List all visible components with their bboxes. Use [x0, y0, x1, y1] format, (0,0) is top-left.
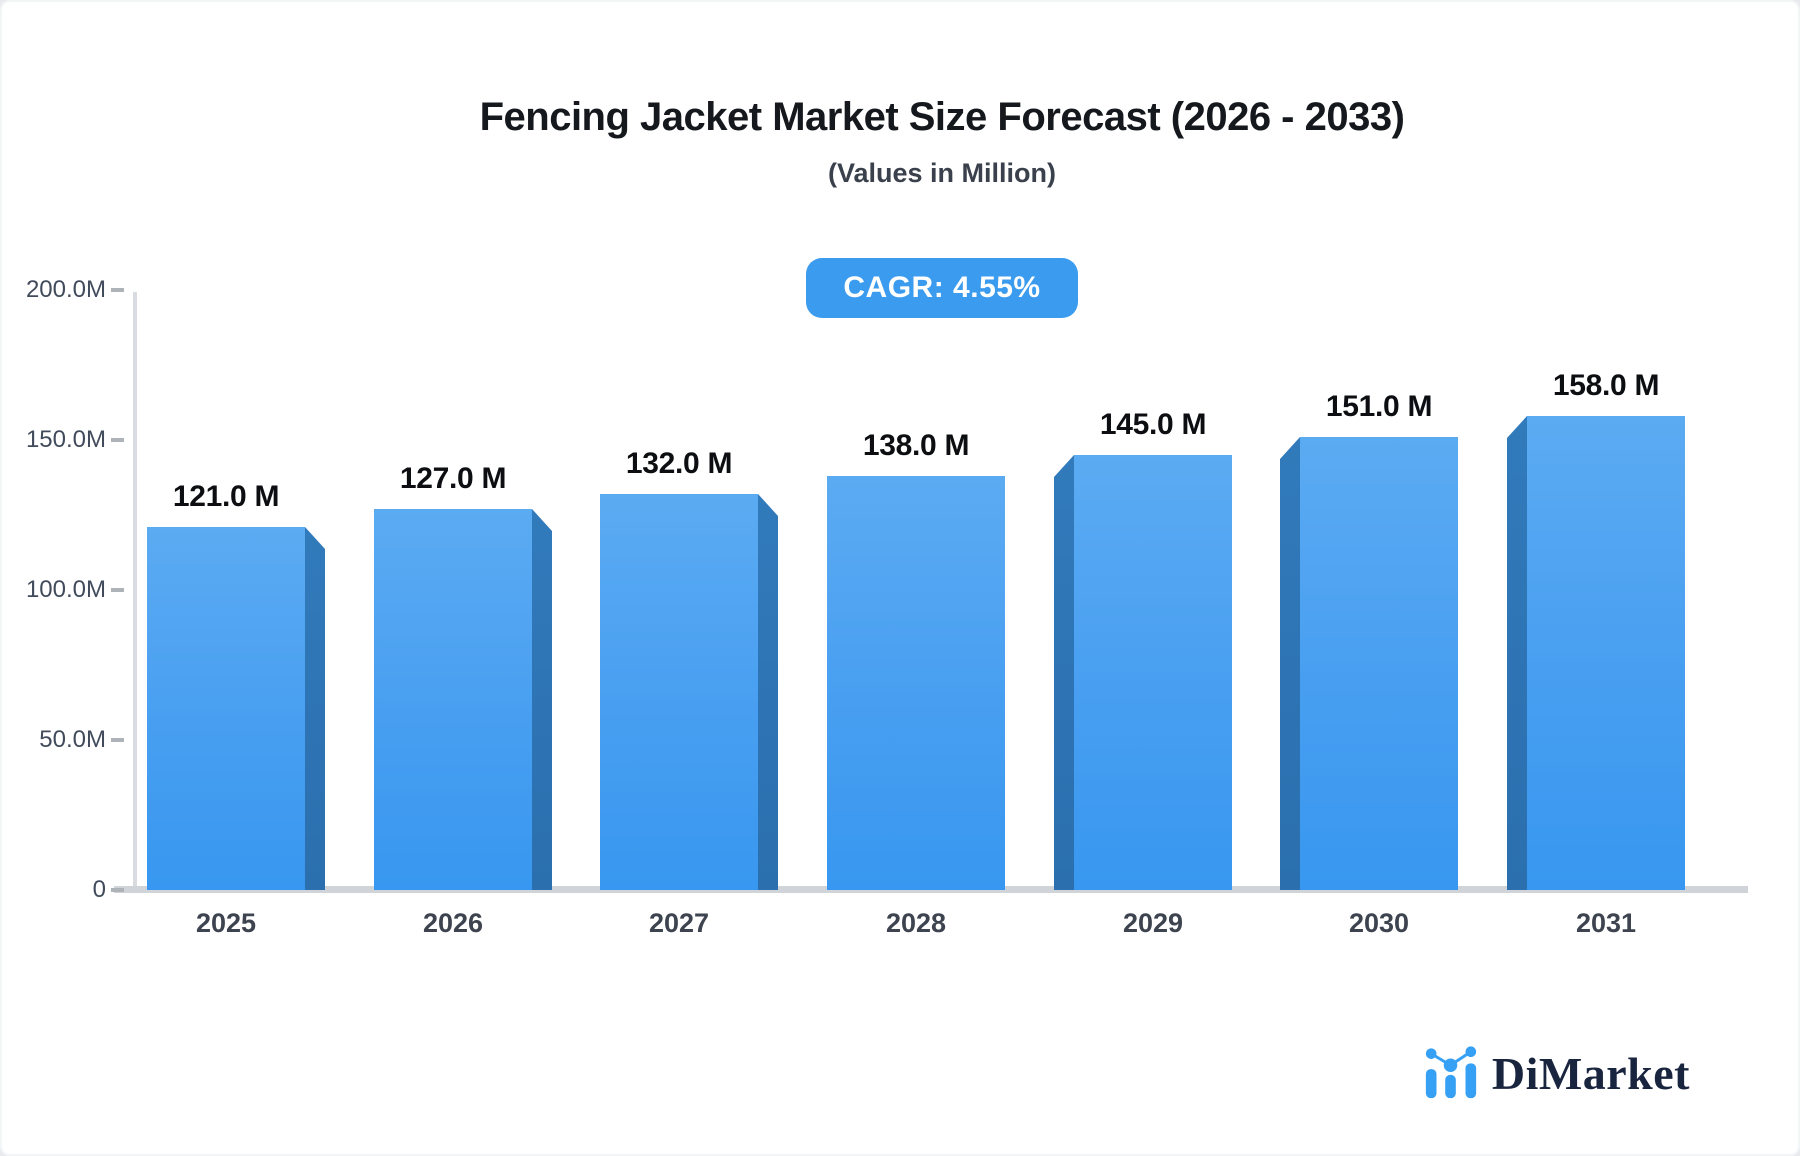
y-axis-tick: [111, 288, 124, 292]
page-subtitle: (Values in Million): [827, 158, 1057, 188]
y-axis-label: 150.0M: [25, 426, 106, 453]
x-axis-label: 2027: [648, 908, 710, 938]
brand-logo: DiMarket: [1422, 1044, 1690, 1102]
x-axis-label: 2030: [1348, 908, 1410, 938]
bar-value-label: 145.0 M: [1099, 408, 1207, 441]
bar-value-label: 151.0 M: [1325, 390, 1433, 423]
bar-face: [1527, 416, 1685, 890]
bar-face: [374, 509, 532, 890]
bar-value-label: 158.0 M: [1552, 369, 1660, 402]
bar[interactable]: [1507, 416, 1685, 890]
chart-header: Fencing Jacket Market Size Forecast (202…: [137, 94, 1747, 189]
bar-side: [1507, 416, 1527, 890]
page-title: Fencing Jacket Market Size Forecast (202…: [479, 95, 1405, 139]
y-axis-tick: [111, 588, 124, 592]
bar-value-label: 127.0 M: [399, 462, 507, 495]
brand-logo-text: DiMarket: [1491, 1047, 1690, 1099]
x-axis-label: 2031: [1575, 908, 1637, 938]
bar-side: [758, 494, 778, 890]
bar-chart-logo-icon: [1425, 1046, 1476, 1099]
badge-row: CAGR: 4.55%: [137, 258, 1747, 318]
bar-face: [600, 494, 758, 890]
bar[interactable]: [1280, 437, 1458, 890]
bar-value-label: 138.0 M: [862, 429, 970, 462]
y-axis-label: 200.0M: [25, 276, 106, 303]
bar-face: [147, 527, 305, 890]
bar-value-label: 132.0 M: [625, 447, 733, 480]
x-axis-label: 2026: [422, 908, 484, 938]
y-axis-tick: [111, 438, 124, 442]
bar[interactable]: [827, 476, 1005, 890]
bar-face: [827, 476, 1005, 890]
y-axis-label: 50.0M: [39, 726, 106, 753]
y-axis-tick: [111, 738, 124, 742]
y-axis-label: 0: [92, 876, 106, 903]
y-axis-tick: [111, 888, 124, 892]
y-axis-label: 100.0M: [25, 576, 106, 603]
x-axis-label: 2028: [885, 908, 947, 938]
bar[interactable]: [147, 527, 325, 890]
bar-value-label: 121.0 M: [172, 480, 280, 513]
x-axis-label: 2025: [195, 908, 257, 938]
bar-face: [1074, 455, 1232, 890]
bar-side: [1280, 437, 1300, 890]
bar[interactable]: [600, 494, 778, 890]
bar[interactable]: [1054, 455, 1232, 890]
cagr-badge: CAGR: 4.55%: [806, 258, 1078, 318]
bar-side: [305, 527, 325, 890]
y-axis-line: [133, 292, 137, 890]
bar-side: [1054, 455, 1074, 890]
bar-face: [1300, 437, 1458, 890]
x-axis-label: 2029: [1122, 908, 1184, 938]
bar-side: [532, 509, 552, 890]
bar[interactable]: [374, 509, 552, 890]
